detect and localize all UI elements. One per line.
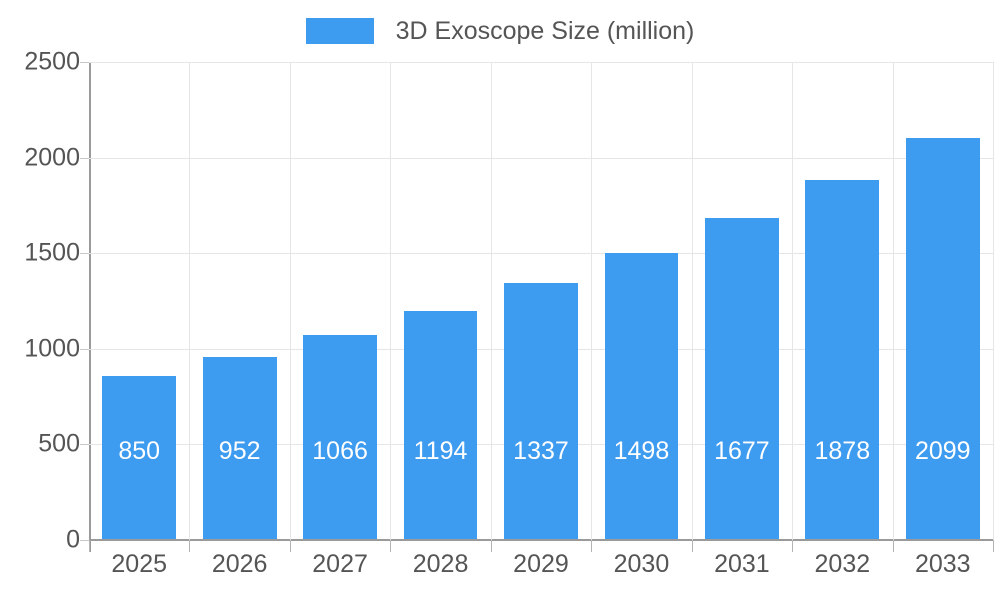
y-axis-tick-mark — [80, 348, 89, 350]
x-axis-tick-mark — [591, 540, 592, 552]
x-axis-tick-mark — [390, 540, 391, 552]
x-axis-tick-mark — [893, 540, 894, 552]
bar-value-label: 952 — [218, 437, 261, 465]
plot-area: 850 952 1066 1194 1337 1498 1677 1878 2099 — [89, 62, 994, 541]
y-axis-tick-mark — [80, 253, 89, 255]
x-axis-tick-label: 2025 — [111, 550, 168, 578]
vertical-gridline — [993, 62, 994, 540]
y-axis-tick-label: 2500 — [24, 47, 80, 76]
legend-item[interactable]: 3D Exoscope Size (million) — [305, 16, 695, 45]
x-axis-tick-mark — [290, 540, 291, 552]
x-axis-tick-label: 2028 — [412, 550, 469, 578]
vertical-gridline — [290, 62, 291, 540]
y-axis-tick-label: 2000 — [24, 143, 80, 172]
x-axis-tick-mark — [491, 540, 492, 552]
bar[interactable]: 952 — [202, 356, 277, 539]
bar-value-label: 1498 — [613, 437, 670, 465]
vertical-gridline — [491, 62, 492, 540]
bar-value-label: 2099 — [914, 437, 971, 465]
bar[interactable]: 1066 — [303, 335, 377, 539]
vertical-gridline — [792, 62, 793, 540]
vertical-gridline — [893, 62, 894, 540]
vertical-gridline — [591, 62, 592, 540]
bar[interactable]: 1337 — [504, 283, 578, 539]
y-axis-tick-label: 500 — [38, 429, 80, 458]
bar-value-label: 1878 — [814, 437, 871, 465]
x-axis-tick-label: 2033 — [914, 550, 971, 578]
vertical-gridline — [189, 62, 190, 540]
x-axis-tick-label: 2026 — [211, 550, 268, 578]
bar[interactable]: 1194 — [403, 310, 478, 539]
horizontal-gridline — [89, 62, 993, 63]
x-axis-tick-mark — [792, 540, 793, 552]
bar-value-label: 850 — [118, 437, 161, 465]
legend-color-swatch — [305, 18, 374, 44]
x-axis-tick-mark — [189, 540, 190, 552]
legend-label: 3D Exoscope Size (million) — [395, 16, 695, 45]
bar[interactable]: 1878 — [805, 179, 880, 539]
chart-legend: 3D Exoscope Size (million) — [0, 14, 1000, 48]
bar[interactable]: 850 — [102, 376, 177, 539]
x-axis-tick-mark — [993, 540, 994, 552]
y-axis-tick-label: 1000 — [24, 334, 80, 363]
x-axis-tick-mark — [692, 540, 693, 552]
horizontal-gridline — [89, 253, 993, 255]
bar-value-label: 1066 — [312, 437, 368, 465]
bar-value-label: 1194 — [413, 437, 468, 465]
y-axis-tick-labels: 0 500 1000 1500 2000 2500 — [0, 49, 89, 552]
y-axis-tick-mark — [80, 157, 89, 159]
y-axis-tick-label: 1500 — [24, 238, 80, 267]
vertical-gridline — [390, 62, 391, 540]
y-axis-tick-mark — [80, 444, 89, 446]
bar[interactable]: 2099 — [905, 137, 980, 539]
bar-value-label: 1677 — [714, 437, 770, 465]
y-axis-line — [89, 62, 91, 552]
bar[interactable]: 1498 — [604, 252, 679, 539]
x-axis-tick-label: 2032 — [814, 550, 871, 578]
bar-value-label: 1337 — [513, 437, 569, 465]
y-axis-tick-mark — [80, 62, 89, 63]
horizontal-gridline — [89, 157, 993, 159]
vertical-gridline — [692, 62, 693, 540]
y-axis-tick-mark — [80, 540, 89, 541]
y-axis-tick-label: 0 — [66, 525, 80, 554]
x-axis-tick-label: 2030 — [613, 550, 670, 578]
x-axis-tick-label: 2031 — [714, 550, 770, 578]
bar[interactable]: 1677 — [704, 218, 779, 539]
x-axis-tick-labels: 2025 2026 2027 2028 2029 2030 2031 2032 2033 — [89, 540, 994, 592]
x-axis-tick-mark — [89, 540, 90, 552]
x-axis-tick-label: 2027 — [312, 550, 368, 578]
x-axis-tick-label: 2029 — [513, 550, 569, 578]
x-axis-baseline — [89, 539, 993, 541]
